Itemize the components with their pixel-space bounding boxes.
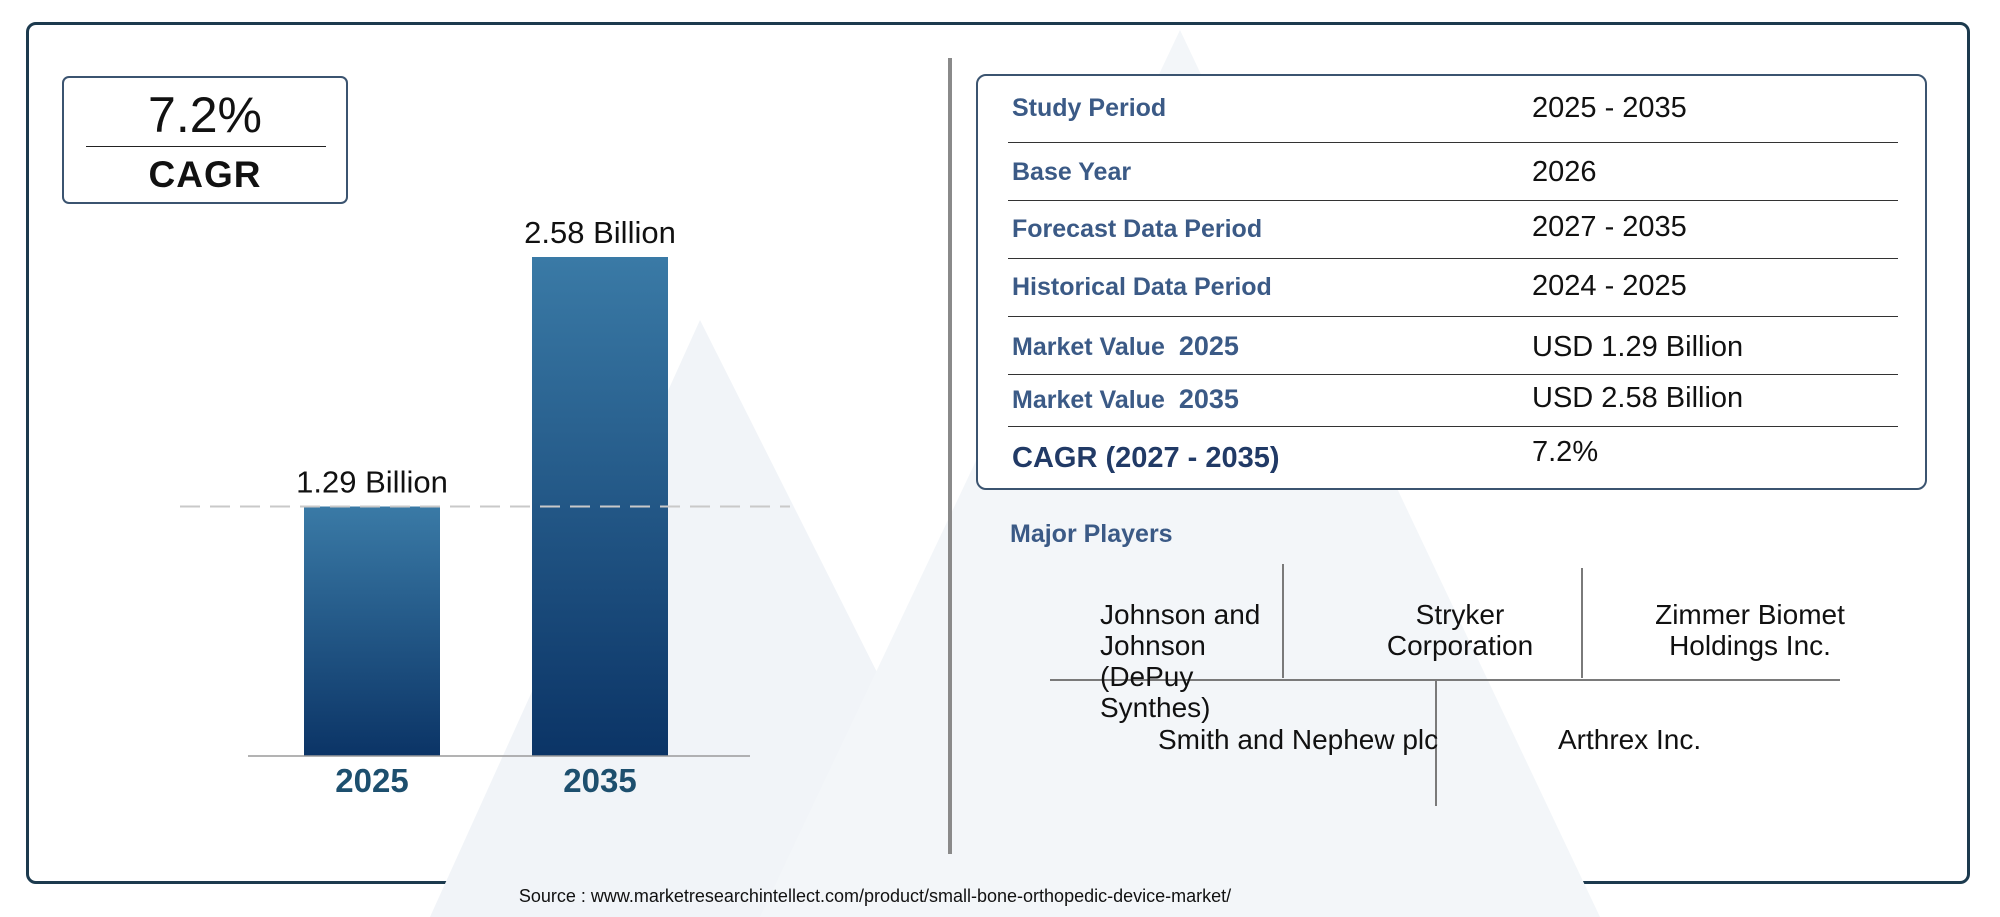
players-divider	[1581, 568, 1583, 678]
bar	[304, 506, 440, 756]
info-row: Market Value 2025 USD 1.29 Billion	[1008, 316, 1898, 375]
player-name: Stryker Corporation	[1386, 599, 1534, 661]
cagr-value: 7.2%	[148, 87, 262, 143]
cagr-label: CAGR	[148, 154, 262, 195]
info-label-year: 2035	[1178, 384, 1239, 414]
info-value: 2027 - 2035	[1532, 211, 1687, 243]
info-label: Market Value 2025	[1012, 331, 1239, 362]
bar-data-label: 1.29 Billion	[296, 465, 448, 500]
info-value: 2024 - 2025	[1532, 270, 1687, 302]
info-row: Market Value 2035 USD 2.58 Billion	[1008, 374, 1898, 427]
info-label-year: 2025	[1178, 331, 1239, 361]
vertical-divider	[948, 58, 952, 854]
info-label-text: Market Value	[1012, 333, 1165, 361]
player-name: Arthrex Inc.	[1558, 724, 1702, 755]
major-players-title: Major Players	[1010, 520, 1173, 548]
info-row: Base Year 2026	[1008, 142, 1898, 201]
info-label: Study Period	[1012, 94, 1167, 122]
info-row: CAGR (2027 - 2035) 7.2%	[1008, 426, 1898, 488]
player-name: Johnson and Johnson (DePuy Synthes)	[1100, 599, 1261, 723]
x-tick-label: 2035	[563, 762, 636, 799]
source-note: Source : www.marketresearchintellect.com…	[518, 886, 1232, 906]
info-value: USD 2.58 Billion	[1532, 382, 1744, 414]
info-value: 7.2%	[1532, 436, 1599, 468]
players-divider	[1282, 564, 1284, 678]
players-divider	[1435, 680, 1437, 806]
x-tick-label: 2025	[335, 762, 408, 799]
info-row: Study Period 2025 - 2035	[1008, 76, 1898, 143]
info-value: 2026	[1532, 156, 1597, 188]
cagr-divider	[86, 146, 326, 147]
info-value: USD 1.29 Billion	[1532, 331, 1744, 363]
info-label: Base Year	[1012, 158, 1132, 186]
market-info-table: Study Period 2025 - 2035 Base Year 2026 …	[976, 74, 1927, 490]
info-label-text: Market Value	[1012, 386, 1165, 414]
info-label: CAGR (2027 - 2035)	[1012, 442, 1280, 474]
info-row: Forecast Data Period 2027 - 2035	[1008, 200, 1898, 259]
info-label: Forecast Data Period	[1012, 215, 1263, 243]
player-name: Smith and Nephew plc	[1158, 724, 1439, 755]
info-label: Historical Data Period	[1012, 273, 1272, 301]
bar-data-label: 2.58 Billion	[524, 215, 676, 250]
player-name: Zimmer Biomet Holdings Inc.	[1655, 599, 1845, 661]
bar-chart: 1.29 Billion 2025 2.58 Billion 2035	[180, 215, 790, 799]
cagr-box: 7.2% CAGR	[62, 76, 348, 204]
players-divider	[1050, 679, 1840, 681]
info-label: Market Value 2035	[1012, 384, 1239, 415]
info-row: Historical Data Period 2024 - 2025	[1008, 258, 1898, 317]
info-value: 2025 - 2035	[1532, 92, 1687, 124]
